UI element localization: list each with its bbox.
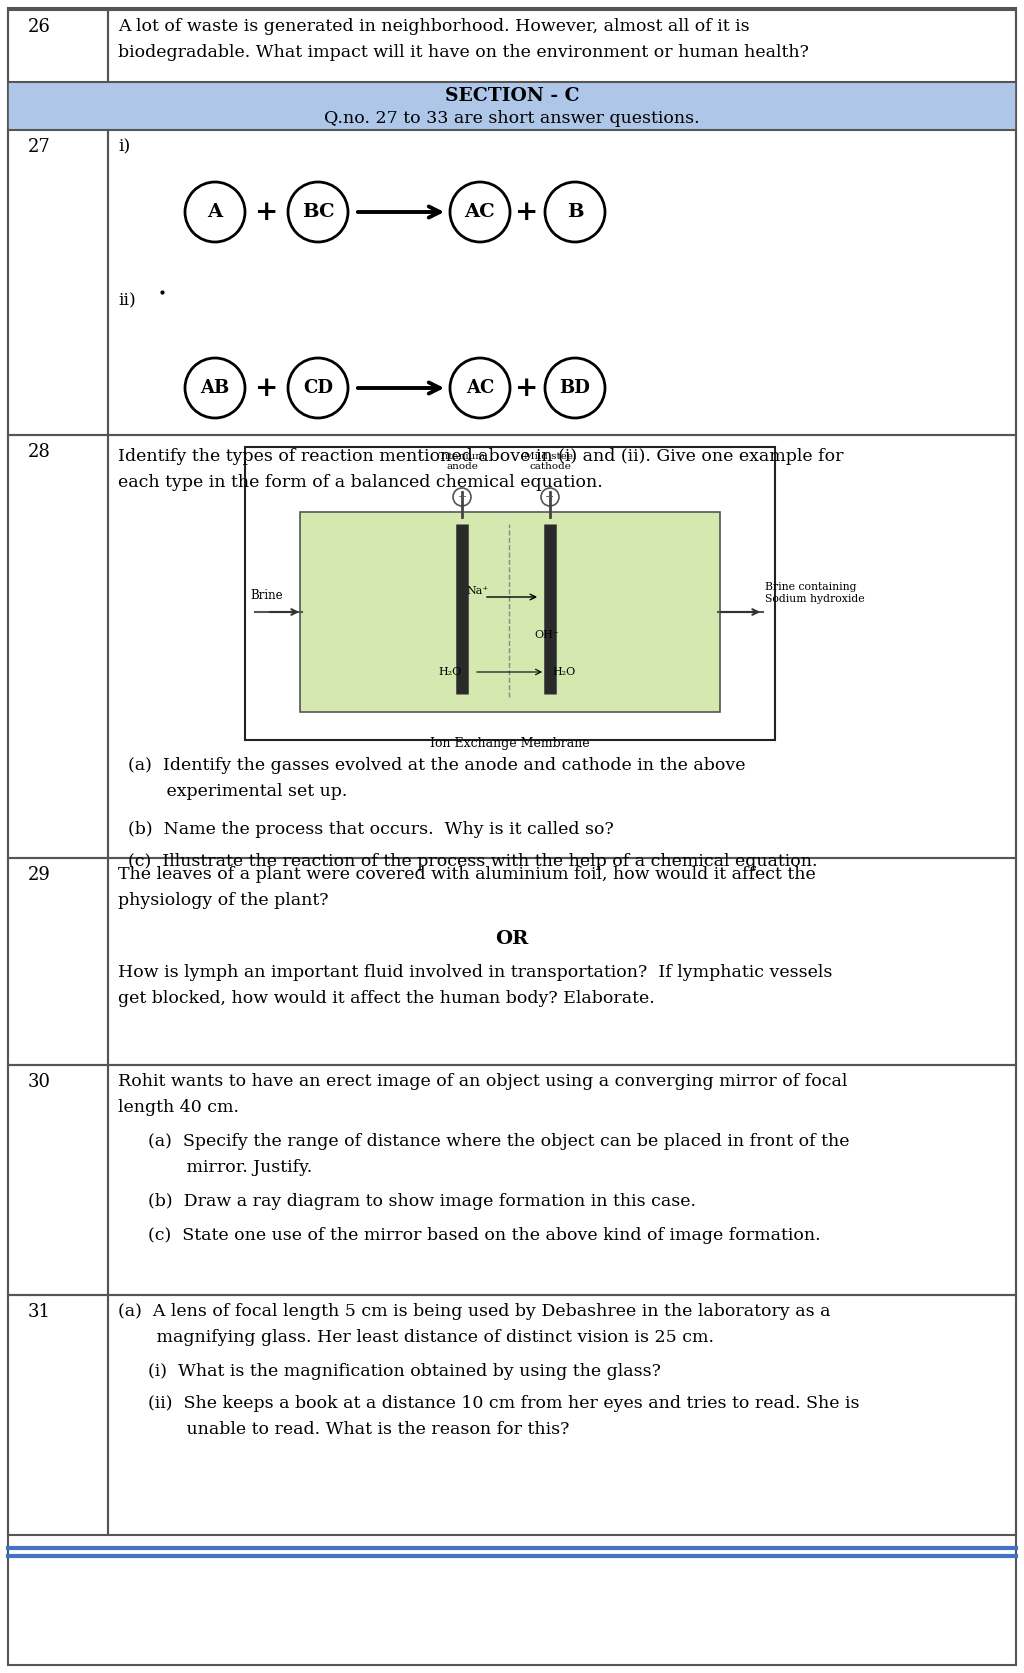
Text: OR: OR (496, 930, 528, 949)
Text: unable to read. What is the reason for this?: unable to read. What is the reason for t… (148, 1420, 569, 1439)
Text: length 40 cm.: length 40 cm. (118, 1099, 239, 1116)
Text: Ion Exchange Membrane: Ion Exchange Membrane (430, 738, 590, 750)
Text: 30: 30 (28, 1072, 51, 1091)
Text: How is lymph an important fluid involved in transportation?  If lymphatic vessel: How is lymph an important fluid involved… (118, 964, 833, 980)
Text: BD: BD (559, 380, 591, 397)
Text: Identify the types of reaction mentioned above in (i) and (ii). Give one example: Identify the types of reaction mentioned… (118, 448, 844, 465)
Text: AC: AC (465, 202, 496, 221)
Text: B: B (566, 202, 584, 221)
Text: H₂O: H₂O (552, 668, 575, 678)
Text: H₂O: H₂O (438, 668, 462, 678)
Text: (b)  Draw a ray diagram to show image formation in this case.: (b) Draw a ray diagram to show image for… (148, 1193, 696, 1210)
Text: each type in the form of a balanced chemical equation.: each type in the form of a balanced chem… (118, 473, 603, 490)
Text: +: + (515, 375, 539, 402)
Text: A: A (208, 202, 222, 221)
Text: +: + (515, 199, 539, 226)
Text: mirror. Justify.: mirror. Justify. (148, 1159, 312, 1176)
Text: Brine: Brine (250, 589, 283, 602)
Text: OH⁻: OH⁻ (535, 631, 559, 641)
Text: AB: AB (201, 380, 229, 397)
Text: physiology of the plant?: physiology of the plant? (118, 892, 329, 908)
Text: Mild steel
cathode: Mild steel cathode (524, 452, 577, 472)
Text: A lot of waste is generated in neighborhood. However, almost all of it is: A lot of waste is generated in neighborh… (118, 18, 750, 35)
Text: Q.no. 27 to 33 are short answer questions.: Q.no. 27 to 33 are short answer question… (325, 110, 699, 127)
Text: The leaves of a plant were covered with aluminium foil, how would it affect the: The leaves of a plant were covered with … (118, 867, 816, 883)
Text: +: + (255, 375, 279, 402)
FancyBboxPatch shape (300, 512, 720, 713)
Text: Brine containing
Sodium hydroxide: Brine containing Sodium hydroxide (765, 582, 864, 604)
Text: (c)  State one use of the mirror based on the above kind of image formation.: (c) State one use of the mirror based on… (148, 1226, 820, 1245)
Text: 29: 29 (28, 867, 51, 883)
Text: ii): ii) (118, 293, 136, 310)
Text: (a)  Identify the gasses evolved at the anode and cathode in the above: (a) Identify the gasses evolved at the a… (128, 756, 745, 775)
Text: BC: BC (302, 202, 334, 221)
Text: +: + (255, 199, 279, 226)
Text: magnifying glass. Her least distance of distinct vision is 25 cm.: magnifying glass. Her least distance of … (118, 1328, 714, 1347)
Text: Rohit wants to have an erect image of an object using a converging mirror of foc: Rohit wants to have an erect image of an… (118, 1072, 848, 1091)
Text: i): i) (118, 137, 130, 156)
Text: (b)  Name the process that occurs.  Why is it called so?: (b) Name the process that occurs. Why is… (128, 821, 613, 838)
Text: (ii)  She keeps a book at a distance 10 cm from her eyes and tries to read. She : (ii) She keeps a book at a distance 10 c… (148, 1395, 859, 1412)
Text: get blocked, how would it affect the human body? Elaborate.: get blocked, how would it affect the hum… (118, 990, 654, 1007)
Text: AC: AC (466, 380, 495, 397)
Text: CD: CD (303, 380, 333, 397)
Text: SECTION - C: SECTION - C (444, 87, 580, 105)
Text: Titanium
anode: Titanium anode (438, 452, 485, 472)
FancyBboxPatch shape (245, 447, 775, 739)
Text: 26: 26 (28, 18, 51, 37)
Text: 27: 27 (28, 137, 51, 156)
FancyBboxPatch shape (8, 82, 1016, 130)
Text: experimental set up.: experimental set up. (128, 783, 347, 800)
FancyBboxPatch shape (8, 8, 1016, 1665)
Text: (a)  A lens of focal length 5 cm is being used by Debashree in the laboratory as: (a) A lens of focal length 5 cm is being… (118, 1303, 830, 1320)
Text: (a)  Specify the range of distance where the object can be placed in front of th: (a) Specify the range of distance where … (148, 1133, 850, 1149)
Text: +: + (458, 492, 467, 502)
Text: 31: 31 (28, 1303, 51, 1322)
Text: (i)  What is the magnification obtained by using the glass?: (i) What is the magnification obtained b… (148, 1363, 660, 1380)
Text: −: − (546, 492, 555, 502)
Text: 28: 28 (28, 443, 51, 462)
Text: Na⁺: Na⁺ (466, 586, 488, 596)
Text: (c)  Illustrate the reaction of the process with the help of a chemical equation: (c) Illustrate the reaction of the proce… (128, 853, 817, 870)
Text: biodegradable. What impact will it have on the environment or human health?: biodegradable. What impact will it have … (118, 43, 809, 60)
